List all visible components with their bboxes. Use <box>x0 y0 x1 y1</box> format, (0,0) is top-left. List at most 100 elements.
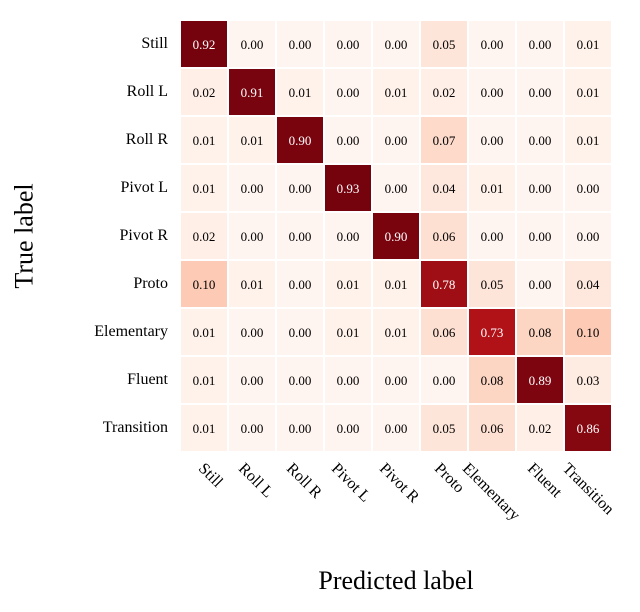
heatmap-cell: 0.02 <box>516 404 564 452</box>
heatmap-cell: 0.05 <box>420 20 468 68</box>
confusion-matrix-chart: True label StillRoll LRoll RPivot LPivot… <box>0 0 640 612</box>
heatmap-cell: 0.00 <box>372 116 420 164</box>
heatmap-cell: 0.91 <box>228 68 276 116</box>
x-tick-label: Pivot L <box>324 456 372 566</box>
heatmap-cell: 0.07 <box>420 116 468 164</box>
heatmap-cell: 0.00 <box>276 308 324 356</box>
y-tick-label: Roll L <box>0 68 176 116</box>
heatmap-cell: 0.78 <box>420 260 468 308</box>
heatmap-cell: 0.01 <box>228 116 276 164</box>
heatmap-cell: 0.00 <box>276 404 324 452</box>
heatmap-cell: 0.00 <box>468 212 516 260</box>
heatmap-cell: 0.02 <box>180 68 228 116</box>
heatmap-cell: 0.92 <box>180 20 228 68</box>
heatmap-cell: 0.01 <box>276 68 324 116</box>
heatmap-cell: 0.06 <box>420 212 468 260</box>
heatmap-cell: 0.05 <box>468 260 516 308</box>
heatmap-cell: 0.00 <box>276 260 324 308</box>
heatmap-cell: 0.02 <box>180 212 228 260</box>
heatmap-cell: 0.00 <box>516 260 564 308</box>
y-tick-label: Roll R <box>0 116 176 164</box>
x-tick-labels: StillRoll LRoll RPivot LPivot RProtoElem… <box>180 456 612 566</box>
heatmap-cell: 0.00 <box>468 116 516 164</box>
heatmap-cell: 0.03 <box>564 356 612 404</box>
heatmap-cell: 0.00 <box>276 356 324 404</box>
heatmap-cell: 0.04 <box>564 260 612 308</box>
heatmap-cell: 0.00 <box>228 356 276 404</box>
heatmap-cell: 0.01 <box>180 116 228 164</box>
x-axis-title: Predicted label <box>180 566 612 596</box>
heatmap-cell: 0.08 <box>468 356 516 404</box>
heatmap-cell: 0.00 <box>228 308 276 356</box>
heatmap-cell: 0.89 <box>516 356 564 404</box>
heatmap-cell: 0.00 <box>564 212 612 260</box>
heatmap-cell: 0.01 <box>564 20 612 68</box>
heatmap-cell: 0.10 <box>564 308 612 356</box>
heatmap-cell: 0.01 <box>372 68 420 116</box>
heatmap-cell: 0.01 <box>180 164 228 212</box>
y-tick-label: Still <box>0 20 176 68</box>
heatmap-cell: 0.00 <box>276 20 324 68</box>
y-tick-label: Pivot R <box>0 212 176 260</box>
heatmap-cell: 0.01 <box>324 308 372 356</box>
heatmap-cell: 0.00 <box>468 68 516 116</box>
heatmap-cell: 0.08 <box>516 308 564 356</box>
y-tick-label: Proto <box>0 260 176 308</box>
heatmap-grid: 0.920.000.000.000.000.050.000.000.010.02… <box>180 20 612 452</box>
heatmap-cell: 0.00 <box>276 212 324 260</box>
y-tick-label: Transition <box>0 404 176 452</box>
heatmap-cell: 0.00 <box>516 20 564 68</box>
heatmap-cell: 0.00 <box>228 164 276 212</box>
heatmap-cell: 0.00 <box>324 404 372 452</box>
heatmap-cell: 0.00 <box>228 404 276 452</box>
x-tick-label: Transition <box>564 456 612 566</box>
heatmap-cell: 0.93 <box>324 164 372 212</box>
x-tick-label: Pivot R <box>372 456 420 566</box>
heatmap-cell: 0.00 <box>324 20 372 68</box>
heatmap-cell: 0.00 <box>564 164 612 212</box>
heatmap-cell: 0.01 <box>180 356 228 404</box>
heatmap-cell: 0.01 <box>180 308 228 356</box>
heatmap-cell: 0.00 <box>228 20 276 68</box>
heatmap-cell: 0.00 <box>372 164 420 212</box>
heatmap-cell: 0.00 <box>324 68 372 116</box>
heatmap-cell: 0.90 <box>372 212 420 260</box>
heatmap-cell: 0.01 <box>324 260 372 308</box>
heatmap-cell: 0.86 <box>564 404 612 452</box>
heatmap-cell: 0.06 <box>468 404 516 452</box>
heatmap-cell: 0.00 <box>372 356 420 404</box>
heatmap-cell: 0.00 <box>516 116 564 164</box>
heatmap-cell: 0.05 <box>420 404 468 452</box>
heatmap-cell: 0.01 <box>372 260 420 308</box>
heatmap-cell: 0.00 <box>516 68 564 116</box>
x-tick-label: Still <box>180 456 228 566</box>
heatmap-cell: 0.06 <box>420 308 468 356</box>
heatmap-cell: 0.01 <box>468 164 516 212</box>
heatmap-cell: 0.90 <box>276 116 324 164</box>
heatmap-cell: 0.01 <box>564 68 612 116</box>
y-tick-label: Elementary <box>0 308 176 356</box>
heatmap-cell: 0.00 <box>372 20 420 68</box>
heatmap-cell: 0.00 <box>468 20 516 68</box>
heatmap-cell: 0.00 <box>516 212 564 260</box>
x-tick-label: Fluent <box>516 456 564 566</box>
heatmap-cell: 0.01 <box>228 260 276 308</box>
x-tick-label: Roll R <box>276 456 324 566</box>
heatmap-cell: 0.00 <box>276 164 324 212</box>
heatmap-cell: 0.00 <box>324 116 372 164</box>
heatmap-cell: 0.00 <box>420 356 468 404</box>
x-axis-title-text: Predicted label <box>318 566 473 595</box>
heatmap-cell: 0.01 <box>372 308 420 356</box>
heatmap-cell: 0.00 <box>324 212 372 260</box>
heatmap-cell: 0.73 <box>468 308 516 356</box>
x-tick-label: Elementary <box>468 456 516 566</box>
heatmap-cell: 0.00 <box>516 164 564 212</box>
heatmap-cell: 0.04 <box>420 164 468 212</box>
y-tick-labels: StillRoll LRoll RPivot LPivot RProtoElem… <box>0 20 176 452</box>
x-tick-label: Roll L <box>228 456 276 566</box>
heatmap-cell: 0.01 <box>564 116 612 164</box>
heatmap-cell: 0.00 <box>372 404 420 452</box>
heatmap-cell: 0.02 <box>420 68 468 116</box>
heatmap-cell: 0.01 <box>180 404 228 452</box>
y-tick-label: Pivot L <box>0 164 176 212</box>
